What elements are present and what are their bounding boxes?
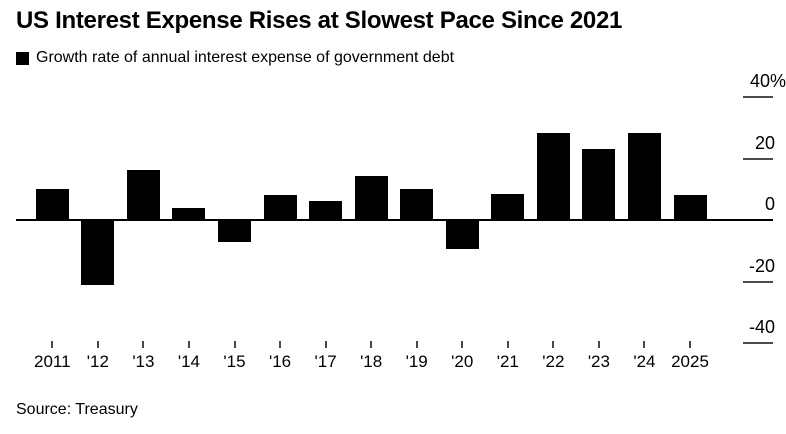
bar-12: [81, 221, 115, 285]
legend-label: Growth rate of annual interest expense o…: [36, 49, 455, 66]
bar-14: [172, 207, 206, 220]
x-axis-label: '15: [223, 352, 246, 371]
y-axis-label: 40%: [749, 71, 786, 91]
x-axis-tick: [142, 341, 145, 348]
x-axis-label: 2025: [671, 352, 709, 371]
x-axis-label: '12: [86, 352, 109, 371]
bar-24: [627, 133, 661, 220]
x-axis-label: '18: [360, 352, 383, 371]
x-axis-label: '19: [405, 352, 428, 371]
bar-13: [126, 170, 160, 220]
bar-22: [536, 133, 570, 220]
x-axis-tick: [461, 341, 464, 348]
y-axis-tick: [743, 342, 773, 344]
x-axis-tick: [96, 341, 99, 348]
bar-19: [400, 188, 434, 220]
x-axis-tick: [370, 341, 373, 348]
bar-20: [445, 221, 479, 249]
y-axis-label: -40: [748, 317, 775, 337]
x-axis-label: '24: [633, 352, 656, 371]
bar-23: [582, 148, 616, 220]
bar-15: [218, 221, 251, 242]
x-axis-label: '21: [496, 352, 519, 371]
x-axis-tick: [552, 341, 555, 348]
y-axis-tick: [743, 157, 773, 160]
x-axis-tick: [415, 341, 418, 348]
x-axis-tick: [279, 341, 282, 348]
x-axis-tick: [233, 341, 236, 348]
legend: Growth rate of annual interest expense o…: [16, 49, 454, 67]
x-axis-tick: [506, 341, 509, 348]
y-axis-tick: [743, 96, 773, 98]
x-axis-tick: [689, 341, 691, 348]
x-axis-label: '17: [314, 352, 337, 371]
x-axis-label: '14: [177, 352, 201, 371]
x-axis-tick: [597, 341, 600, 348]
x-axis-label: 2011: [34, 352, 71, 371]
y-axis-label: 0: [764, 194, 775, 214]
y-axis-label: -20: [748, 255, 775, 276]
x-axis-tick: [643, 341, 646, 348]
x-axis-tick: [324, 341, 327, 348]
x-axis-zero-line: [16, 219, 773, 221]
chart-title: US Interest Expense Rises at Slowest Pac…: [16, 7, 623, 34]
x-axis-tick: [187, 341, 190, 348]
bar-18: [354, 176, 388, 220]
x-axis-label: '16: [268, 352, 292, 371]
source-note: Source: Treasury: [16, 401, 138, 418]
bar-21: [491, 193, 525, 220]
legend-swatch-icon: [16, 51, 29, 65]
bar-17: [309, 201, 343, 220]
bar-2011: [35, 188, 69, 220]
x-axis-label: '23: [587, 352, 610, 371]
y-axis-tick: [743, 280, 773, 283]
x-axis-label: '13: [132, 352, 155, 371]
x-axis-label: '20: [451, 352, 474, 371]
y-axis-label: 20: [754, 132, 775, 153]
x-axis-label: '22: [542, 352, 565, 371]
x-axis-tick: [51, 341, 54, 348]
bar-16: [263, 194, 297, 220]
bar-2025: [673, 194, 707, 220]
